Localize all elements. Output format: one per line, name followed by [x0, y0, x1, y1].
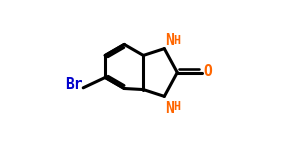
Text: H: H	[173, 100, 180, 113]
Text: Br: Br	[65, 77, 83, 93]
Text: O: O	[204, 64, 212, 79]
Text: N: N	[165, 33, 174, 48]
Text: H: H	[174, 34, 181, 47]
Text: N: N	[165, 101, 174, 116]
